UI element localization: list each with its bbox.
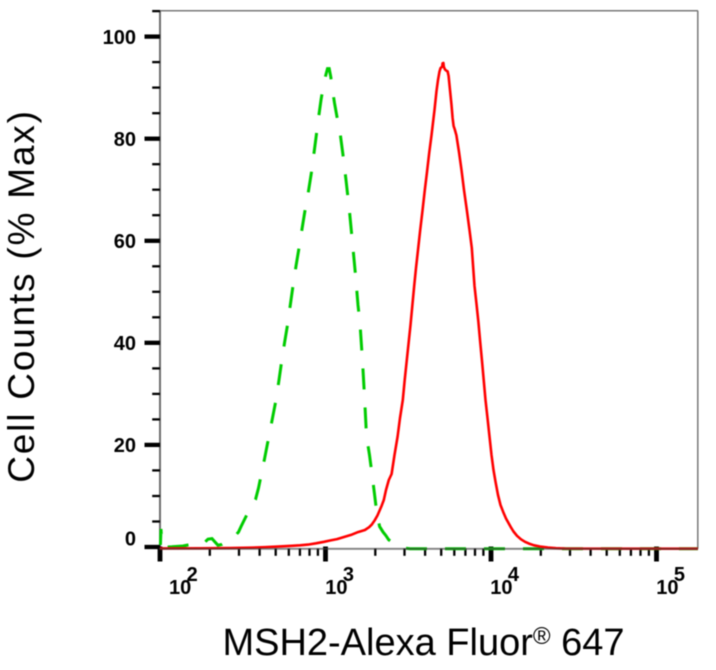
svg-text:Cell Counts (% Max): Cell Counts (% Max) [1,109,42,482]
svg-text:3: 3 [343,564,354,586]
svg-text:2: 2 [187,564,198,586]
svg-text:5: 5 [674,564,685,586]
svg-text:100: 100 [103,27,136,49]
svg-text:10: 10 [656,577,678,599]
svg-text:40: 40 [114,333,136,355]
svg-text:10: 10 [490,577,512,599]
svg-text:20: 20 [114,435,136,457]
svg-text:10: 10 [325,577,347,599]
svg-text:MSH2-Alexa Fluor® 647: MSH2-Alexa Fluor® 647 [222,622,624,664]
svg-text:80: 80 [114,129,136,151]
svg-text:10: 10 [169,577,191,599]
svg-text:4: 4 [508,564,520,586]
svg-text:60: 60 [114,231,136,253]
svg-text:0: 0 [125,528,136,550]
